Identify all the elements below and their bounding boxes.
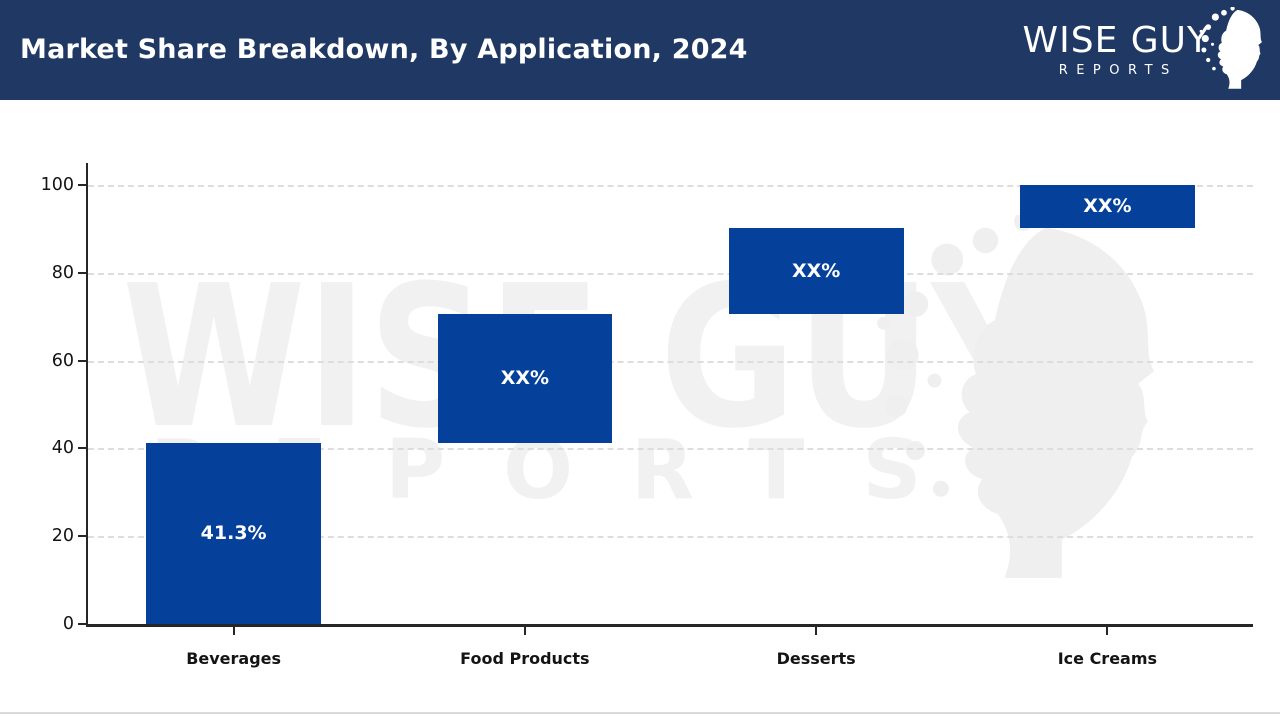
y-tick-mark — [78, 623, 86, 625]
x-tick-mark — [815, 627, 818, 635]
y-tick-mark — [78, 535, 86, 538]
bottom-divider — [0, 712, 1280, 714]
x-tick-mark — [1106, 627, 1109, 635]
y-tick-label: 20 — [51, 526, 74, 547]
y-tick-mark — [78, 447, 86, 450]
x-axis-label: Desserts — [776, 649, 856, 668]
bar: XX% — [1020, 184, 1195, 228]
y-tick-mark — [78, 271, 86, 274]
gridline — [88, 448, 1253, 451]
gridline — [88, 184, 1253, 187]
gridline — [88, 360, 1253, 363]
x-axis-label: Food Products — [460, 649, 590, 668]
x-axis-label: Beverages — [186, 649, 282, 668]
bar: 41.3% — [146, 442, 321, 624]
header-bar: Market Share Breakdown, By Application, … — [0, 0, 1280, 100]
y-tick-mark — [78, 183, 86, 186]
wise-guy-logo: WISE GUY REPORTS — [1022, 7, 1273, 92]
y-tick-label: 60 — [51, 350, 74, 371]
y-tick-label: 100 — [40, 174, 74, 195]
logo-text: WISE GUY REPORTS — [1022, 19, 1211, 78]
logo-wordmark: WISE GUY — [1022, 19, 1210, 61]
x-tick-mark — [523, 627, 526, 635]
bar-value-label: 41.3% — [200, 522, 267, 545]
y-tick-label: 80 — [51, 262, 74, 283]
x-axis-label: Ice Creams — [1057, 649, 1158, 668]
x-tick-mark — [232, 627, 235, 635]
bar-value-label: XX% — [1083, 195, 1132, 218]
wise-guy-head-icon — [1199, 7, 1262, 89]
page-title: Market Share Breakdown, By Application, … — [20, 34, 748, 65]
y-tick-label: 0 — [62, 614, 74, 634]
logo-subtitle: REPORTS — [1058, 62, 1178, 78]
bar: XX% — [437, 314, 613, 443]
y-tick-mark — [78, 359, 86, 362]
gridline — [88, 272, 1253, 275]
bar-value-label: XX% — [500, 367, 550, 390]
bar-value-label: XX% — [791, 259, 841, 282]
y-tick-label: 40 — [51, 438, 74, 459]
bar: XX% — [728, 227, 904, 315]
plot-area: 0 20 40 60 80 100 Beverages 41.3% Food Products X… — [41, 163, 1253, 668]
gridline — [88, 536, 1253, 539]
